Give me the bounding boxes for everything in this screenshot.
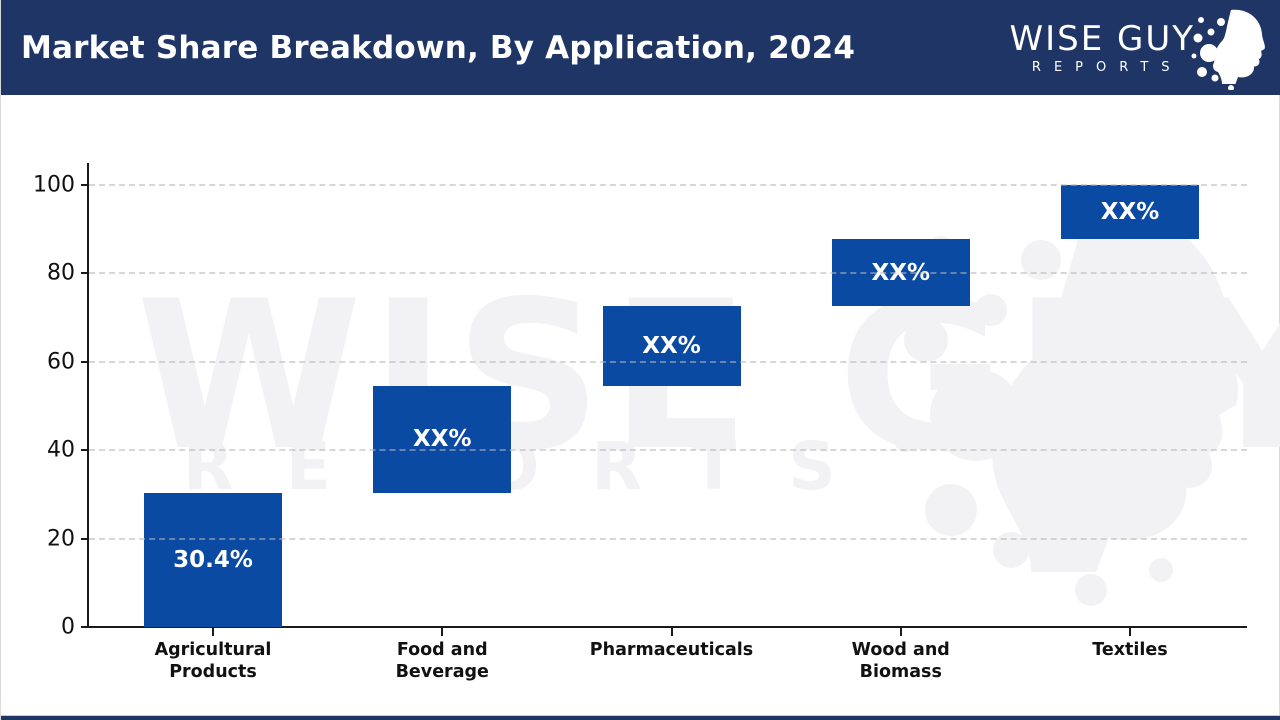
brand-name: WISE GUY — [1009, 18, 1195, 59]
y-tick-mark-80 — [81, 272, 89, 275]
y-tick-mark-100 — [81, 184, 89, 186]
bar-agricultural-products: 30.4% — [144, 492, 282, 627]
bar-value-label-food-and-beverage: XX% — [412, 426, 472, 453]
y-tick-mark-20 — [81, 537, 89, 540]
brand-logo: WISE GUY REPORTS — [1009, 6, 1280, 90]
bar-value-label-agricultural-products: 30.4% — [173, 546, 253, 573]
bar-value-label-textiles: XX% — [1100, 198, 1160, 225]
bar-food-and-beverage: XX% — [373, 386, 512, 493]
y-tick-label-60: 60 — [47, 349, 75, 375]
gridline-100 — [89, 184, 1247, 186]
y-tick-mark-0 — [81, 626, 89, 628]
y-tick-label-80: 80 — [47, 260, 75, 286]
brand-face-icon — [1191, 9, 1265, 90]
gridline-80 — [89, 272, 1247, 275]
x-category-label-wood-and-biomass: Wood and Biomass — [851, 640, 950, 682]
bar-textiles: XX% — [1061, 185, 1199, 239]
y-tick-mark-40 — [81, 449, 89, 452]
gridline-60 — [89, 360, 1247, 363]
x-category-label-textiles: Textiles — [1092, 640, 1168, 660]
y-tick-label-0: 0 — [61, 614, 75, 640]
x-tick-mark-agricultural-products — [212, 628, 214, 636]
y-tick-label-100: 100 — [33, 172, 75, 198]
bar-pharmaceuticals: XX% — [602, 306, 741, 387]
y-tick-label-20: 20 — [47, 526, 75, 552]
x-tick-mark-food-and-beverage — [441, 628, 444, 636]
y-tick-label-40: 40 — [47, 437, 75, 463]
y-tick-mark-60 — [81, 360, 89, 363]
x-category-label-food-and-beverage: Food and Beverage — [395, 640, 489, 682]
bar-value-label-pharmaceuticals: XX% — [642, 333, 701, 360]
x-axis-spine — [87, 626, 1247, 628]
gridline-40 — [89, 449, 1247, 452]
x-tick-mark-pharmaceuticals — [670, 628, 673, 636]
brand-subtitle: REPORTS — [1031, 59, 1183, 75]
gridline-20 — [89, 537, 1247, 540]
brand-logo-text: WISE GUY REPORTS — [1009, 22, 1195, 74]
x-category-label-pharmaceuticals: Pharmaceuticals — [589, 640, 754, 660]
y-axis-spine — [87, 163, 89, 628]
x-tick-mark-textiles — [1129, 628, 1131, 636]
header-bar: Market Share Breakdown, By Application, … — [1, 0, 1280, 95]
x-tick-mark-wood-and-biomass — [899, 628, 902, 636]
x-category-label-agricultural-products: Agricultural Products — [154, 640, 272, 682]
page-title: Market Share Breakdown, By Application, … — [21, 29, 856, 66]
footer-bar — [1, 715, 1280, 720]
watermark-face-dots — [894, 208, 1239, 606]
